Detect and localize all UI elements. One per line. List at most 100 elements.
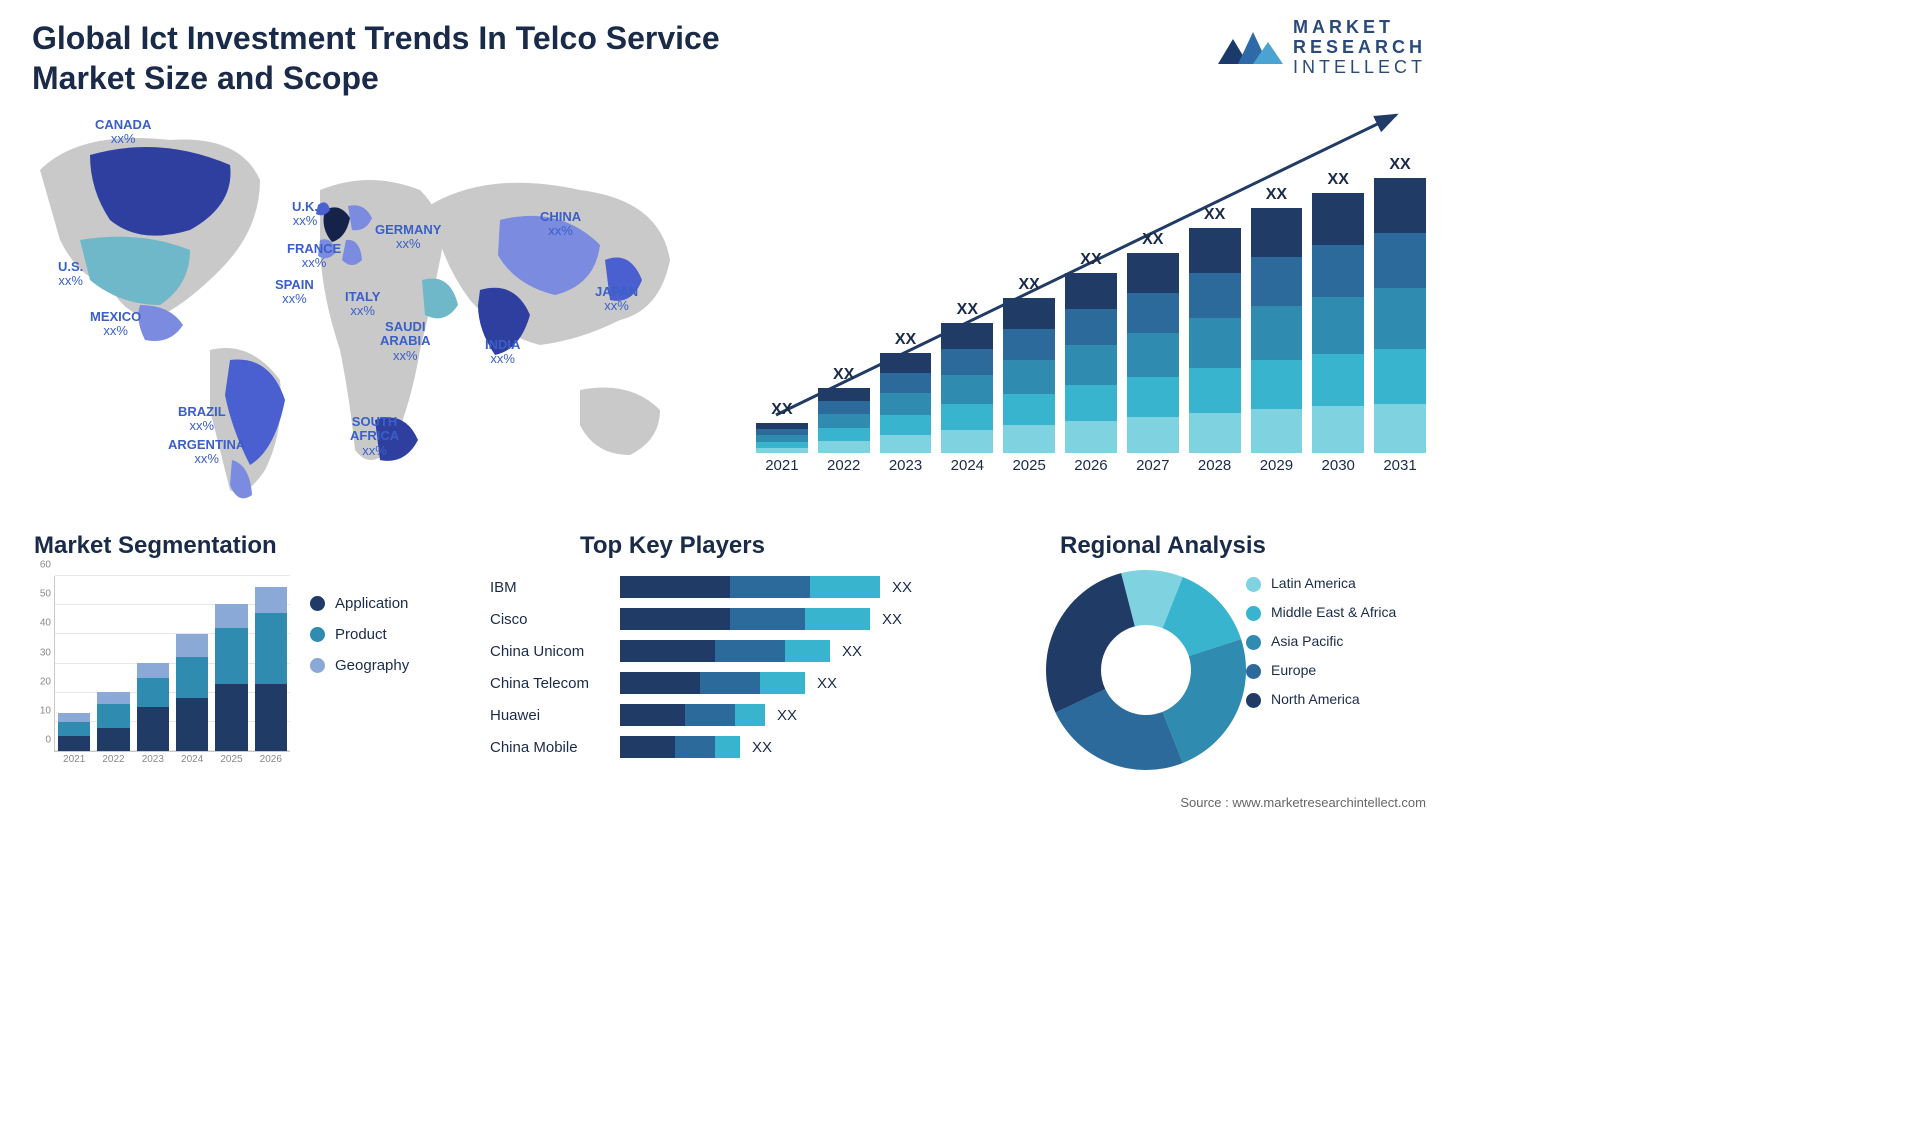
world-map: CANADAxx%U.S.xx%MEXICOxx%BRAZILxx%ARGENT…: [20, 110, 720, 510]
regional-donut-chart: [1046, 570, 1246, 770]
forecast-segment: [880, 393, 932, 415]
seg-legend-item: Application: [310, 595, 409, 612]
seg-segment: [176, 634, 208, 657]
forecast-segment: [1374, 349, 1426, 404]
forecast-value-label: XX: [1142, 231, 1163, 249]
forecast-segment: [941, 349, 993, 375]
forecast-bar-2028: XX2028: [1189, 206, 1241, 453]
key-player-name: China Mobile: [490, 739, 620, 756]
legend-label: Product: [335, 626, 387, 643]
seg-segment: [137, 707, 169, 751]
forecast-segment: [1189, 228, 1241, 273]
seg-segment: [215, 604, 247, 627]
forecast-value-label: XX: [1389, 156, 1410, 174]
key-player-segment: [810, 576, 880, 598]
regional-legend-item: Middle East & Africa: [1246, 604, 1426, 621]
forecast-segment: [1127, 417, 1179, 453]
forecast-segment: [1251, 409, 1303, 453]
forecast-segment: [1003, 394, 1055, 425]
seg-segment: [176, 657, 208, 698]
legend-dot-icon: [310, 596, 325, 611]
forecast-segment: [1003, 329, 1055, 360]
forecast-segment: [756, 448, 808, 453]
forecast-bar-2025: XX2025: [1003, 276, 1055, 453]
legend-dot-icon: [1246, 577, 1261, 592]
map-label-saudi: SAUDIARABIAxx%: [380, 320, 431, 363]
map-label-argentina: ARGENTINAxx%: [168, 438, 245, 467]
donut-slice: [1046, 573, 1135, 712]
key-player-segment: [715, 736, 740, 758]
map-label-uk: U.K.xx%: [292, 200, 318, 229]
seg-bar-2026: 2026: [255, 587, 287, 751]
forecast-bar-2023: XX2023: [880, 331, 932, 453]
forecast-year-label: 2028: [1198, 457, 1231, 474]
forecast-segment: [1003, 298, 1055, 329]
seg-bar-2025: 2025: [215, 604, 247, 751]
key-player-name: IBM: [490, 579, 620, 596]
forecast-segment: [1189, 318, 1241, 368]
forecast-segment: [1189, 368, 1241, 413]
regional-legend-item: Latin America: [1246, 575, 1426, 592]
seg-bar-2024: 2024: [176, 634, 208, 751]
key-player-segment: [620, 704, 685, 726]
key-player-value: XX: [892, 579, 912, 596]
forecast-segment: [1127, 333, 1179, 377]
forecast-segment: [1003, 425, 1055, 453]
key-player-bar: [620, 736, 740, 758]
seg-year-label: 2024: [181, 754, 203, 765]
key-player-segment: [715, 640, 785, 662]
forecast-segment: [1251, 208, 1303, 257]
seg-segment: [97, 728, 129, 751]
forecast-segment: [1312, 406, 1364, 453]
key-player-segment: [620, 640, 715, 662]
key-player-segment: [785, 640, 830, 662]
seg-segment: [215, 628, 247, 684]
forecast-segment: [756, 435, 808, 442]
seg-legend-item: Geography: [310, 657, 409, 674]
forecast-segment: [880, 415, 932, 435]
key-player-segment: [700, 672, 760, 694]
key-player-segment: [805, 608, 870, 630]
forecast-segment: [1127, 377, 1179, 417]
forecast-bar-2031: XX2031: [1374, 156, 1426, 453]
main-forecast-chart: XX2021XX2022XX2023XX2024XX2025XX2026XX20…: [756, 95, 1426, 475]
logo-text: MARKET RESEARCH INTELLECT: [1293, 18, 1426, 77]
segmentation-chart: 0102030405060202120222023202420252026: [30, 570, 290, 770]
legend-dot-icon: [310, 627, 325, 642]
forecast-segment: [1189, 413, 1241, 454]
regional-legend-item: Asia Pacific: [1246, 633, 1426, 650]
seg-year-label: 2021: [63, 754, 85, 765]
forecast-year-label: 2030: [1322, 457, 1355, 474]
forecast-value-label: XX: [833, 366, 854, 384]
key-player-segment: [735, 704, 765, 726]
map-label-germany: GERMANYxx%: [375, 223, 441, 252]
key-player-segment: [730, 608, 805, 630]
regional-legend-item: North America: [1246, 691, 1426, 708]
map-label-italy: ITALYxx%: [345, 290, 380, 319]
forecast-year-label: 2023: [889, 457, 922, 474]
forecast-segment: [941, 404, 993, 430]
heading-regional: Regional Analysis: [1060, 532, 1266, 560]
forecast-segment: [1312, 297, 1364, 354]
forecast-year-label: 2021: [765, 457, 798, 474]
key-player-segment: [620, 672, 700, 694]
legend-label: Asia Pacific: [1271, 633, 1343, 649]
seg-segment: [215, 684, 247, 751]
key-player-bar: [620, 672, 805, 694]
key-player-row: CiscoXX: [490, 607, 950, 631]
forecast-segment: [818, 414, 870, 428]
segmentation-legend: Application Product Geography: [310, 595, 409, 688]
seg-segment: [255, 587, 287, 613]
key-player-value: XX: [817, 675, 837, 692]
key-player-value: XX: [752, 739, 772, 756]
forecast-segment: [1127, 293, 1179, 333]
forecast-segment: [1189, 273, 1241, 318]
forecast-value-label: XX: [895, 331, 916, 349]
forecast-segment: [880, 373, 932, 393]
key-player-segment: [620, 576, 730, 598]
y-tick: 60: [31, 560, 51, 571]
forecast-value-label: XX: [1080, 251, 1101, 269]
key-player-bar: [620, 704, 765, 726]
legend-label: Middle East & Africa: [1271, 604, 1396, 620]
forecast-segment: [1065, 273, 1117, 309]
